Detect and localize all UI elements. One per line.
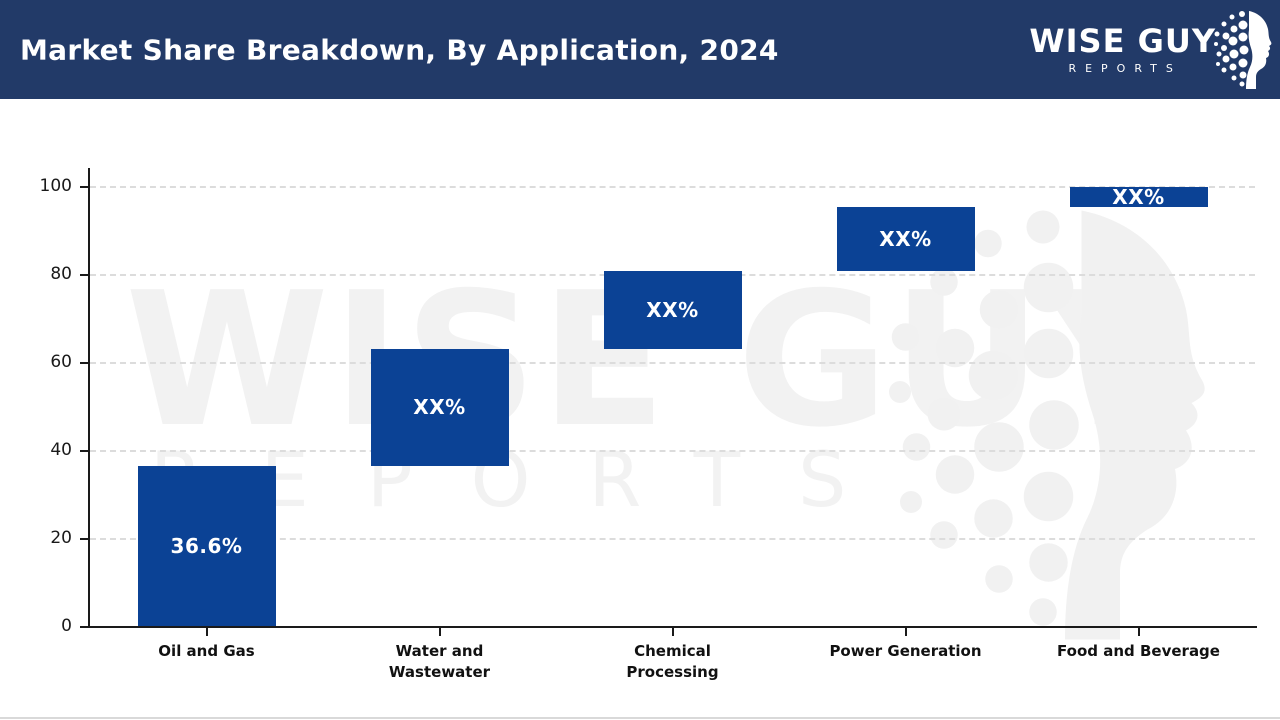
y-axis-tick: [80, 450, 89, 452]
footer-divider: [0, 717, 1280, 719]
bar-water-and-wastewater: XX%: [370, 348, 509, 466]
y-axis-line: [88, 168, 90, 628]
bar-oil-and-gas: 36.6%: [137, 465, 276, 627]
x-axis-category-label: Oil and Gas: [158, 642, 255, 660]
gridline: [90, 186, 1255, 188]
wiseguy-logo: WISE GUY REPORTS: [1029, 4, 1272, 95]
y-axis-tick-label: 80: [50, 264, 72, 284]
bar-value-label: XX%: [413, 395, 466, 420]
x-axis-category-label: Water and Wastewater: [388, 642, 491, 681]
y-axis-tick-label: 20: [50, 528, 72, 548]
y-axis-tick: [80, 626, 89, 628]
x-axis-category-label: Chemical Processing: [626, 642, 719, 681]
bar-value-label: XX%: [646, 297, 699, 322]
y-axis-tick: [80, 274, 89, 276]
x-axis-tick: [438, 628, 441, 636]
y-axis-tick-label: 100: [39, 176, 72, 196]
x-axis-tick: [671, 628, 674, 636]
y-axis-tick-label: 60: [50, 352, 72, 372]
bar-power-generation: XX%: [836, 206, 975, 271]
x-axis-category-label: Power Generation: [829, 642, 982, 660]
y-axis-tick-label: 40: [50, 440, 72, 460]
logo-text: WISE GUY REPORTS: [1029, 25, 1216, 75]
gridline: [90, 362, 1255, 364]
watermark-face-icon: [889, 210, 1205, 640]
y-axis-tick: [80, 186, 89, 188]
x-axis-tick: [1137, 628, 1140, 636]
logo-wordmark: WISE GUY: [1029, 21, 1216, 60]
chart-title: Market Share Breakdown, By Application, …: [20, 33, 779, 66]
header-bar: Market Share Breakdown, By Application, …: [0, 0, 1280, 99]
x-axis-category-label: Food and Beverage: [1057, 642, 1220, 660]
gridline: [90, 538, 1255, 540]
x-axis-tick: [205, 628, 208, 636]
x-axis-tick: [904, 628, 907, 636]
logo-face-icon: [1214, 10, 1272, 89]
x-axis-line: [88, 626, 1257, 628]
logo-subtitle: REPORTS: [1068, 61, 1182, 75]
gridline: [90, 450, 1255, 452]
bar-chemical-processing: XX%: [603, 270, 742, 349]
bar-value-label: 36.6%: [170, 534, 243, 559]
bar-value-label: XX%: [879, 226, 932, 251]
bar-food-and-beverage: XX%: [1069, 184, 1208, 209]
y-axis-tick-label: 0: [61, 616, 72, 636]
bar-value-label: XX%: [1112, 184, 1165, 209]
y-axis-tick: [80, 362, 89, 364]
y-axis-tick: [80, 538, 89, 540]
